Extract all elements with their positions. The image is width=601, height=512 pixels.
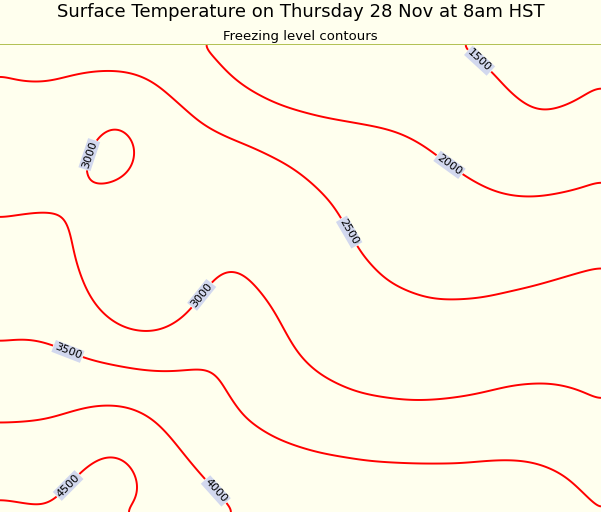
Text: Freezing level contours: Freezing level contours bbox=[223, 30, 378, 42]
Text: 4000: 4000 bbox=[203, 477, 229, 505]
Text: 3000: 3000 bbox=[80, 140, 99, 169]
Text: 4500: 4500 bbox=[55, 472, 82, 499]
Text: 2500: 2500 bbox=[338, 218, 361, 247]
Text: 3500: 3500 bbox=[53, 342, 83, 361]
Text: 1500: 1500 bbox=[466, 48, 493, 74]
Text: 2000: 2000 bbox=[435, 153, 464, 177]
Text: 3000: 3000 bbox=[189, 281, 215, 309]
Text: Surface Temperature on Thursday 28 Nov at 8am HST: Surface Temperature on Thursday 28 Nov a… bbox=[56, 3, 545, 20]
